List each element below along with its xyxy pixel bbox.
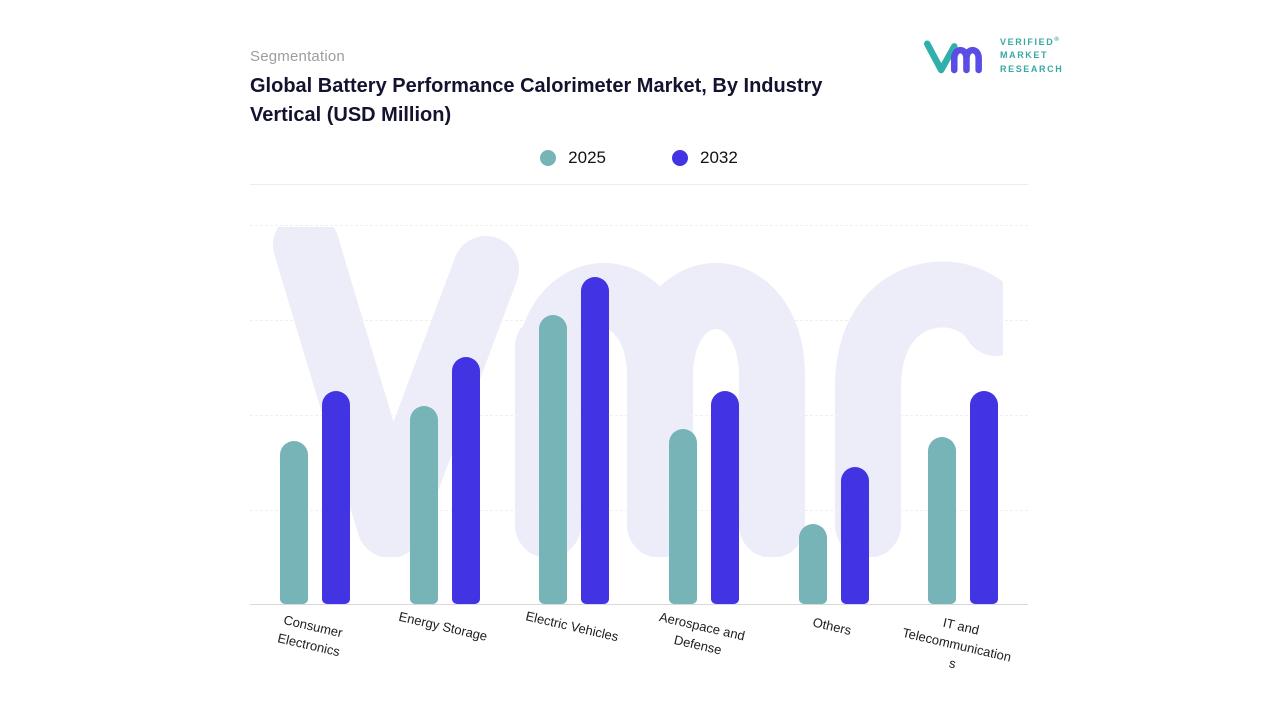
chart-title: Global Battery Performance Calorimeter M… [250,75,823,126]
bar-2032 [451,357,480,604]
eyebrow-label: Segmentation [250,48,345,65]
gridline [250,510,1028,511]
bar-2032 [581,277,610,604]
brand-line-2: MARKET [1000,50,1049,61]
legend-item-2032: 2032 [672,148,738,168]
category-label: IT and Telecommunications [901,614,1013,672]
bar-group: Others [769,225,899,638]
legend-swatch-2025 [540,150,557,166]
gridline [250,225,1028,226]
bar-pair [409,357,480,604]
bar-pair [798,467,869,604]
category-label: Consumer Electronics [276,612,344,660]
gridline [250,415,1028,416]
legend-label-2025: 2025 [568,148,606,167]
bar-2025 [539,315,568,604]
category-label: Aerospace and Defense [657,609,747,658]
bar-2032 [970,391,999,604]
category-label: Energy Storage [396,608,489,644]
bar-2025 [798,524,827,604]
bar-group: Energy Storage [380,225,510,644]
chart-legend: 2025 2032 [250,148,1028,168]
category-label: Electric Vehicles [524,608,621,645]
bar-2025 [279,440,308,604]
legend-swatch-2032 [672,150,688,166]
bar-group: Consumer Electronics [250,225,380,659]
registered-mark: ® [1054,36,1059,43]
bar-pair [539,277,610,604]
bar-groups: Consumer Electronics Energy Storage Electr… [250,225,1028,671]
vmr-logo-icon [923,40,982,74]
bar-pair [928,391,999,604]
legend-label-2032: 2032 [700,148,738,167]
plot-area: Consumer Electronics Energy Storage Electr… [250,225,1028,671]
header-divider [250,184,1028,185]
brand-logo: VERIFIED® MARKET RESEARCH [922,34,1063,78]
bar-pair [279,391,350,604]
bar-group: Electric Vehicles [509,225,639,644]
legend-item-2025: 2025 [540,148,606,168]
bar-group: IT and Telecommunications [898,225,1028,671]
brand-name: VERIFIED® MARKET RESEARCH [1000,36,1063,77]
brand-line-1: VERIFIED® [1000,36,1063,50]
brand-line-3: RESEARCH [1000,63,1064,74]
bar-2032 [840,467,869,604]
bar-2025 [409,406,438,604]
bar-2032 [710,391,739,604]
bar-pair [668,391,739,604]
bar-2032 [321,391,350,604]
category-label: Others [810,614,853,638]
bar-group: Aerospace and Defense [639,225,769,657]
brand-word-verified: VERIFIED [1000,36,1055,47]
gridline [250,320,1028,321]
bar-2025 [928,436,957,604]
bar-2025 [668,429,697,604]
